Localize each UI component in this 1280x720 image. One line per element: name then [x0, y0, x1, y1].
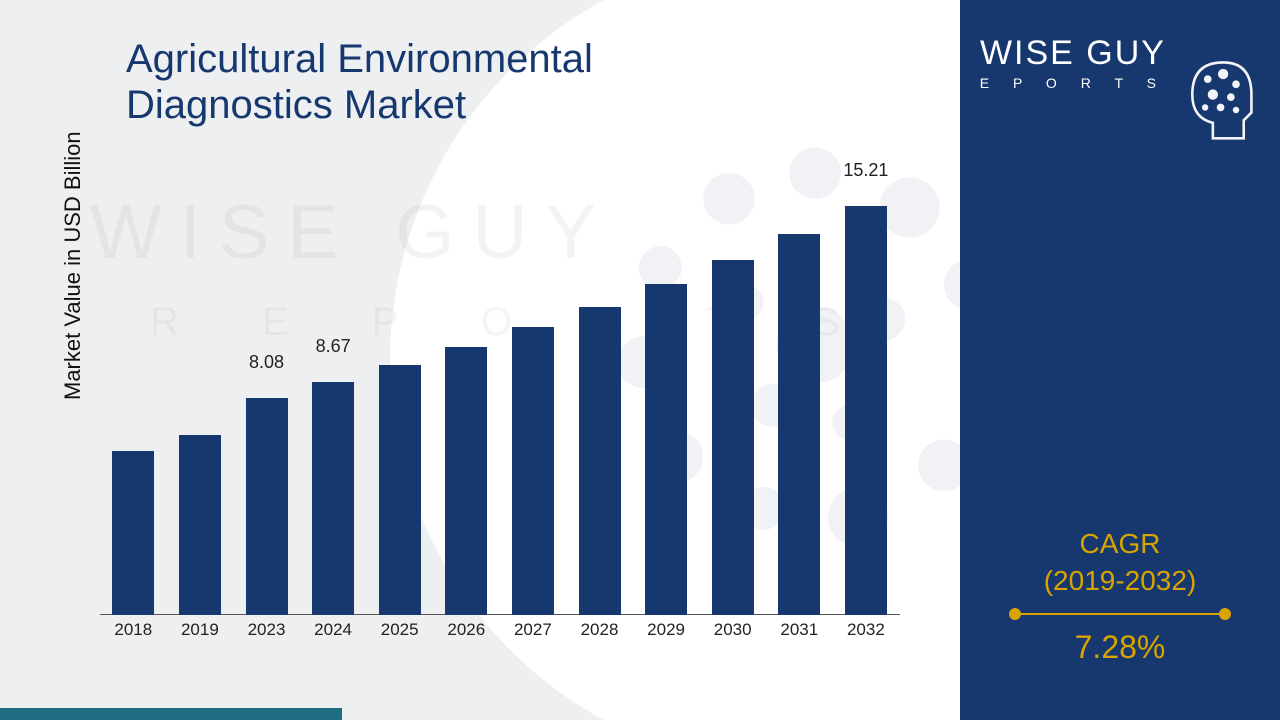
cagr-value: 7.28%: [960, 629, 1280, 666]
x-tick-label: 2032: [833, 620, 899, 640]
x-tick-label: 2028: [567, 620, 633, 640]
bar-2029: [645, 284, 687, 615]
brand-logo: WISE GUY R E P O R T S: [946, 34, 1252, 91]
bar-value-label: 8.67: [316, 336, 351, 357]
title-line1: Agricultural Environmental: [126, 37, 593, 81]
x-tick-label: 2023: [234, 620, 300, 640]
bar-2026: [445, 347, 487, 615]
x-tick-label: 2026: [433, 620, 499, 640]
bar-2028: [579, 307, 621, 615]
x-tick-label: 2019: [167, 620, 233, 640]
bar-2023: [246, 398, 288, 615]
x-tick-label: 2030: [700, 620, 766, 640]
x-tick-label: 2029: [633, 620, 699, 640]
logo-line1: WISE GUY: [980, 34, 1166, 72]
bottom-accent-bar: [0, 708, 342, 720]
bar-value-label: 15.21: [843, 160, 888, 181]
head-dots-icon: [1176, 56, 1260, 146]
x-tick-label: 2024: [300, 620, 366, 640]
cagr-period: (2019-2032): [1044, 565, 1197, 596]
x-tick-label: 2027: [500, 620, 566, 640]
logo-line2: R E P O R T S: [946, 75, 1166, 91]
bar-2031: [778, 234, 820, 615]
bar-chart-plot: 8.088.6715.21: [100, 185, 900, 615]
bar-2032: [845, 206, 887, 615]
bar-2024: [312, 382, 354, 615]
bar-2025: [379, 365, 421, 615]
x-tick-label: 2031: [766, 620, 832, 640]
report-graphic: WISE GUY R E P O R T S Agricultural Envi…: [0, 0, 1280, 720]
cagr-heading: CAGR (2019-2032): [960, 526, 1280, 599]
bar-2018: [112, 451, 154, 615]
bar-value-label: 8.08: [249, 352, 284, 373]
bar-2027: [512, 327, 554, 615]
x-tick-label: 2018: [100, 620, 166, 640]
chart-title: Agricultural Environmental Diagnostics M…: [126, 36, 593, 128]
title-line2: Diagnostics Market: [126, 83, 466, 127]
bar-2019: [179, 435, 221, 615]
y-axis-label: Market Value in USD Billion: [60, 131, 86, 400]
cagr-block: CAGR (2019-2032) 7.28%: [960, 526, 1280, 666]
bar-2030: [712, 260, 754, 615]
cagr-divider: [1015, 613, 1225, 615]
x-tick-label: 2025: [367, 620, 433, 640]
cagr-label: CAGR: [1080, 528, 1161, 559]
